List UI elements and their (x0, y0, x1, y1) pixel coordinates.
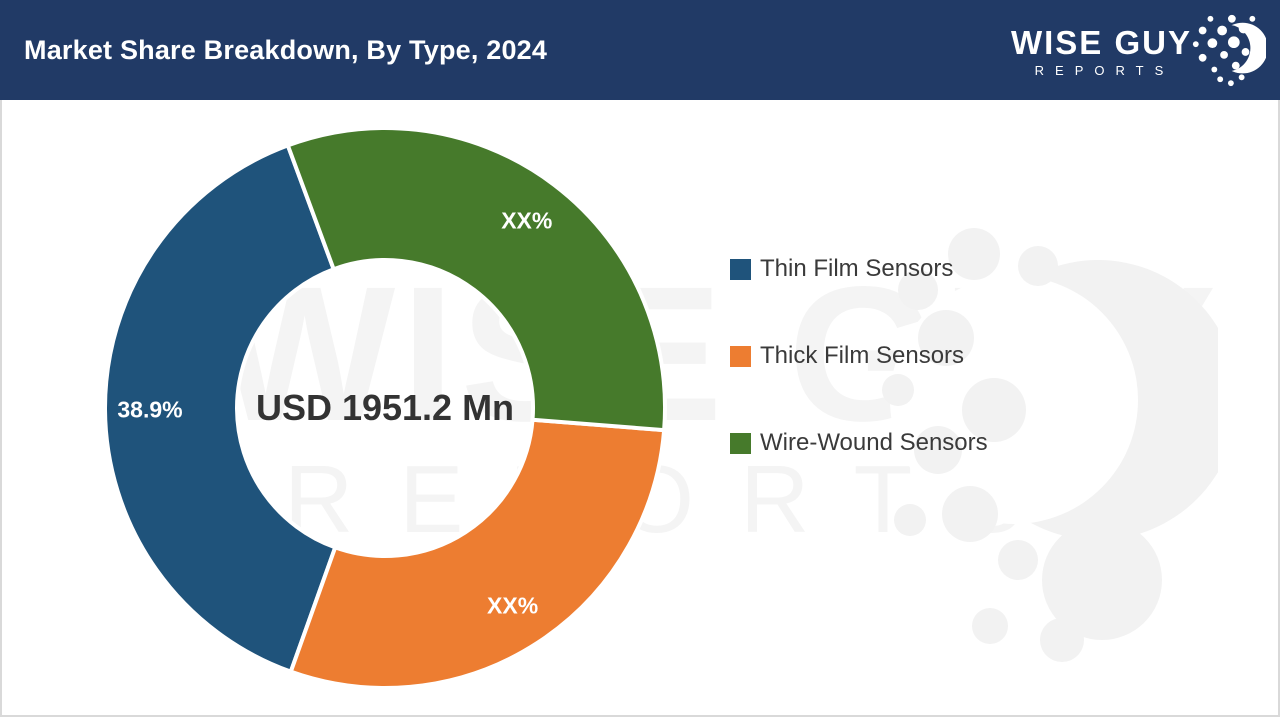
donut-slice-thick-film-sensors[interactable] (288, 417, 667, 690)
donut-slice-thin-film-sensors[interactable] (103, 143, 338, 674)
logo-face-icon (1192, 14, 1266, 87)
logo-wordmark-main: WISE GUY (1010, 24, 1192, 61)
slice-label: 38.9% (117, 396, 182, 422)
legend-swatch (730, 345, 751, 367)
slice-label: XX% (501, 208, 552, 234)
logo-wordmark-sub: REPORTS (1034, 63, 1175, 78)
slice-label: XX% (487, 592, 538, 618)
legend-item-wire-wound-sensors[interactable]: Wire-Wound Sensors (730, 429, 988, 457)
legend: Thin Film Sensors Thick Film Sensors Wire-… (730, 255, 988, 457)
chart-canvas: WISE GUY REPORTS 38.9% XX% XX% USD 1951.2 … (0, 100, 1280, 717)
page-title: Market Share Breakdown, By Type, 2024 (24, 34, 548, 65)
donut-center-label: USD 1951.2 Mn (255, 387, 515, 428)
donut-slice-wire-wound-sensors[interactable] (285, 126, 667, 433)
legend-label: Thin Film Sensors (760, 255, 954, 282)
legend-label: Thick Film Sensors (760, 342, 965, 369)
logo-wordmark: WISE GUY REPORTS (1011, 26, 1192, 78)
legend-item-thick-film-sensors[interactable]: Thick Film Sensors (730, 342, 988, 370)
legend-item-thin-film-sensors[interactable]: Thin Film Sensors (730, 255, 988, 283)
legend-label: Wire-Wound Sensors (760, 429, 988, 456)
legend-swatch (730, 258, 751, 280)
header: Market Share Breakdown, By Type, 2024 WI… (0, 0, 1280, 100)
donut-chart[interactable]: 38.9% XX% XX% (2, 100, 722, 716)
legend-swatch (730, 432, 751, 454)
brand-logo: WISE GUY REPORTS (1011, 9, 1266, 91)
